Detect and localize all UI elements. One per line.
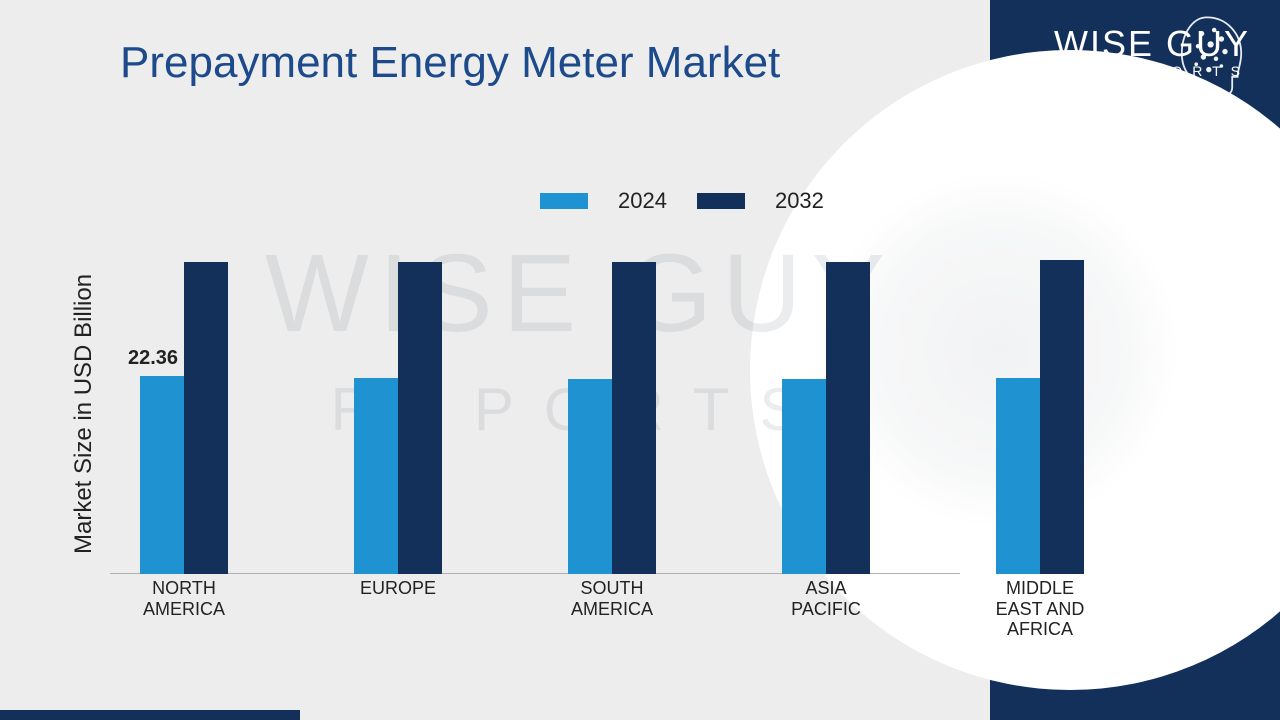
canvas: WISE GUY REPORTS Prepayment Energy Meter… [0, 0, 1280, 720]
bar-group [568, 220, 656, 574]
bar [140, 376, 184, 574]
bar [568, 379, 612, 574]
bar [354, 378, 398, 574]
bar [782, 379, 826, 574]
legend-label-0: 2024 [618, 188, 667, 214]
y-axis-label: Market Size in USD Billion [70, 274, 98, 554]
category-label: MIDDLE EAST AND AFRICA [985, 578, 1095, 640]
bar-group [354, 220, 442, 574]
bottom-stripe [0, 710, 300, 720]
bar [826, 262, 870, 574]
category-label: EUROPE [343, 578, 453, 599]
bar [184, 262, 228, 574]
category-label: SOUTH AMERICA [557, 578, 667, 619]
bar [398, 262, 442, 574]
category-label: NORTH AMERICA [129, 578, 239, 619]
bar [1040, 260, 1084, 574]
chart-plot: 22.36 [120, 220, 950, 574]
bar-group [996, 220, 1084, 574]
bar [996, 378, 1040, 574]
bar-group: 22.36 [140, 220, 228, 574]
legend-swatch-1 [697, 193, 745, 209]
legend-label-1: 2032 [775, 188, 824, 214]
legend-swatch-0 [540, 193, 588, 209]
category-label: ASIA PACIFIC [771, 578, 881, 619]
bar [612, 262, 656, 574]
chart-title: Prepayment Energy Meter Market [120, 38, 780, 88]
legend: 2024 2032 [540, 188, 824, 214]
brand-head-icon [1162, 12, 1252, 102]
bar-value-label: 22.36 [128, 347, 178, 370]
bar-group [782, 220, 870, 574]
